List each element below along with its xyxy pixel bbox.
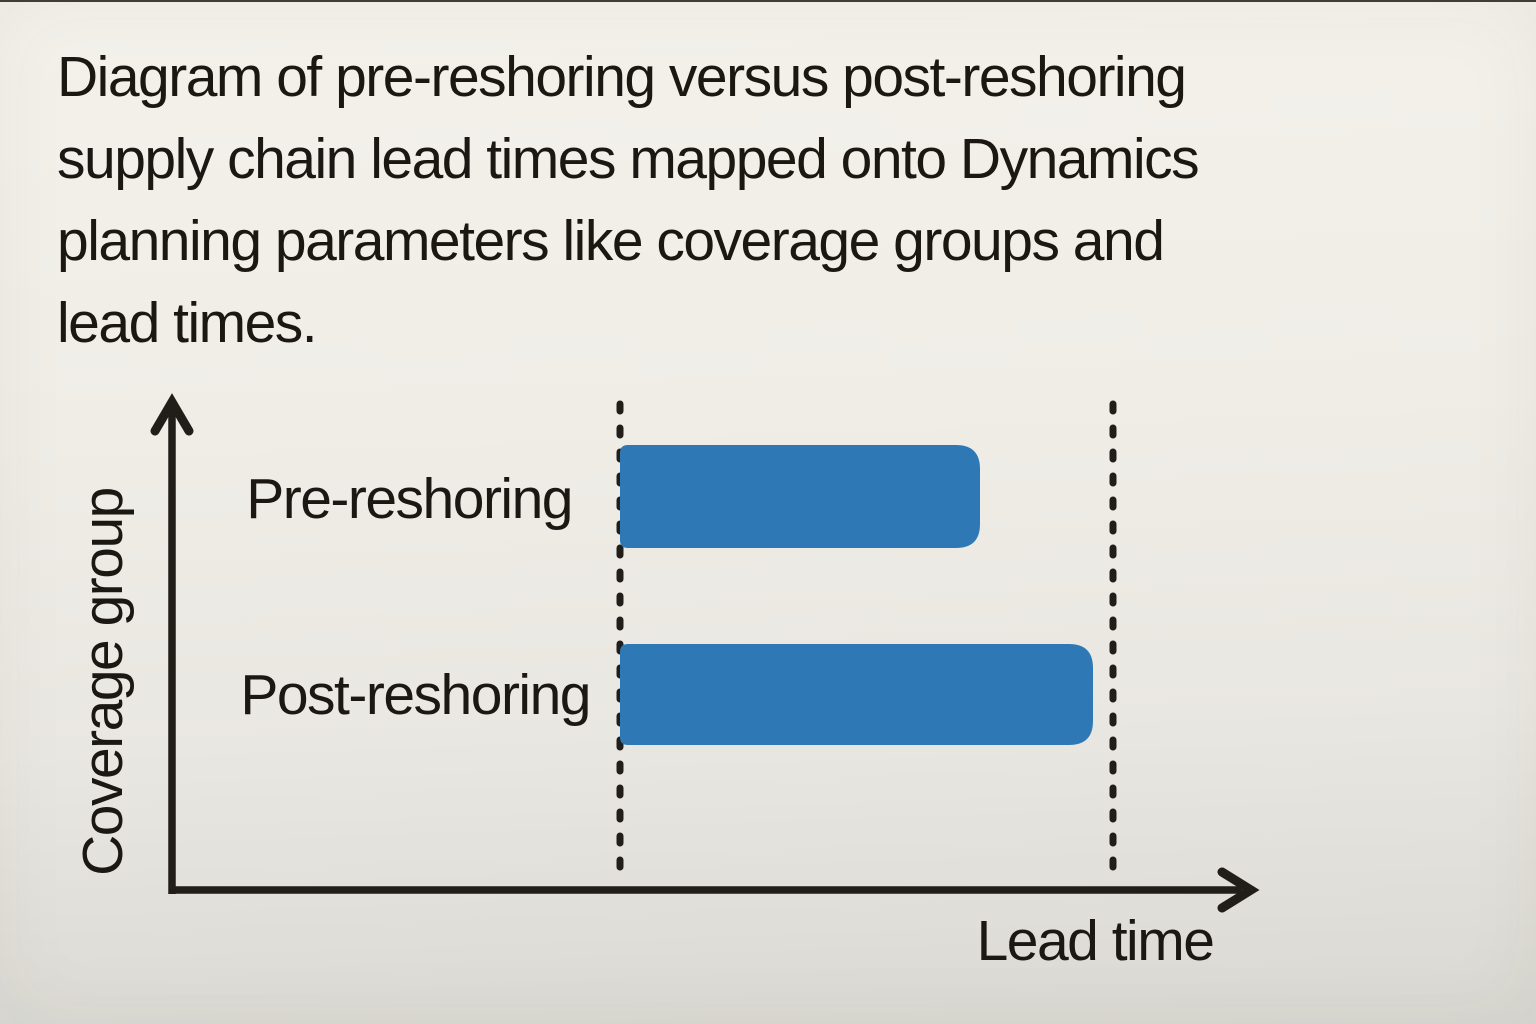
category-label-post-reshoring: Post-reshoring — [240, 663, 590, 727]
x-axis-label: Lead time — [977, 909, 1214, 973]
bar-post-reshoring — [620, 644, 1093, 745]
title-line-3: planning parameters like coverage groups… — [57, 209, 1165, 273]
bar-pre-reshoring — [620, 445, 980, 548]
title-line-4: lead times. — [57, 291, 318, 355]
diagram-title: Diagram of pre-reshoring versus post-res… — [57, 36, 1200, 364]
category-label-pre-reshoring: Pre-reshoring — [246, 467, 572, 531]
y-axis-arrowhead-icon — [150, 393, 194, 436]
y-axis-label: Coverage group — [71, 488, 135, 876]
x-axis-arrowhead-icon — [1217, 867, 1260, 913]
image-top-edge — [0, 0, 1536, 2]
title-line-1: Diagram of pre-reshoring versus post-res… — [57, 45, 1187, 109]
title-line-2: supply chain lead times mapped onto Dyna… — [57, 127, 1200, 191]
